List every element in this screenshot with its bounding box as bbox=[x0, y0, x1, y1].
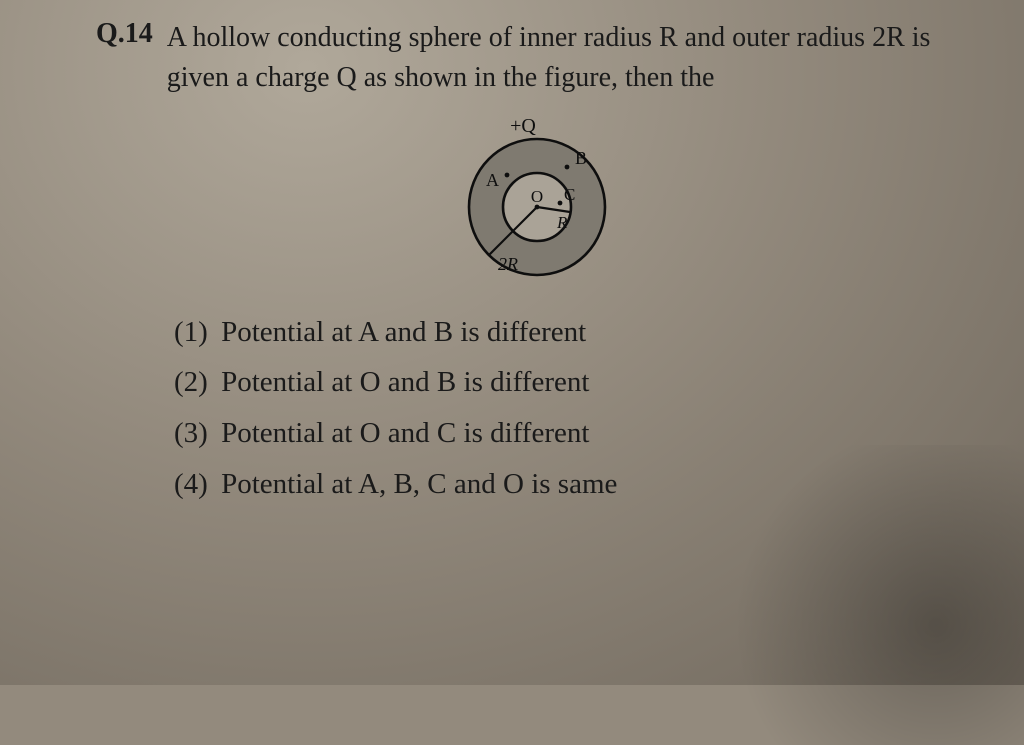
option-2-num: (2) bbox=[174, 366, 208, 398]
sphere-diagram: +Q A B O C R 2R bbox=[419, 112, 649, 302]
question-row: Q.14 A hollow conducting sphere of inner… bbox=[96, 18, 972, 98]
point-A-dot bbox=[505, 172, 510, 177]
label-O: O bbox=[531, 187, 543, 206]
option-2: (2) Potential at O and B is different bbox=[174, 360, 972, 405]
option-4-text: Potential at A, B, C and O is same bbox=[221, 468, 617, 500]
page-content: Q.14 A hollow conducting sphere of inner… bbox=[0, 0, 1024, 527]
option-4: (4) Potential at A, B, C and O is same bbox=[174, 462, 972, 507]
label-A: A bbox=[486, 170, 499, 190]
point-B-dot bbox=[565, 164, 570, 169]
option-2-text: Potential at O and B is different bbox=[221, 366, 589, 398]
option-1: (1) Potential at A and B is different bbox=[174, 310, 972, 355]
point-C-dot bbox=[558, 200, 563, 205]
label-2R: 2R bbox=[498, 254, 518, 274]
option-1-text: Potential at A and B is different bbox=[221, 316, 586, 348]
label-C: C bbox=[564, 185, 575, 204]
question-text: A hollow conducting sphere of inner radi… bbox=[167, 18, 972, 98]
option-3: (3) Potential at O and C is different bbox=[174, 411, 972, 456]
option-1-num: (1) bbox=[174, 316, 208, 348]
option-3-text: Potential at O and C is different bbox=[221, 417, 589, 449]
option-3-num: (3) bbox=[174, 417, 208, 449]
question-number: Q.14 bbox=[96, 18, 153, 98]
label-R: R bbox=[556, 213, 568, 232]
label-B: B bbox=[575, 148, 587, 168]
option-4-num: (4) bbox=[174, 468, 208, 500]
label-Q: +Q bbox=[510, 115, 536, 137]
figure-container: +Q A B O C R 2R bbox=[96, 112, 972, 302]
